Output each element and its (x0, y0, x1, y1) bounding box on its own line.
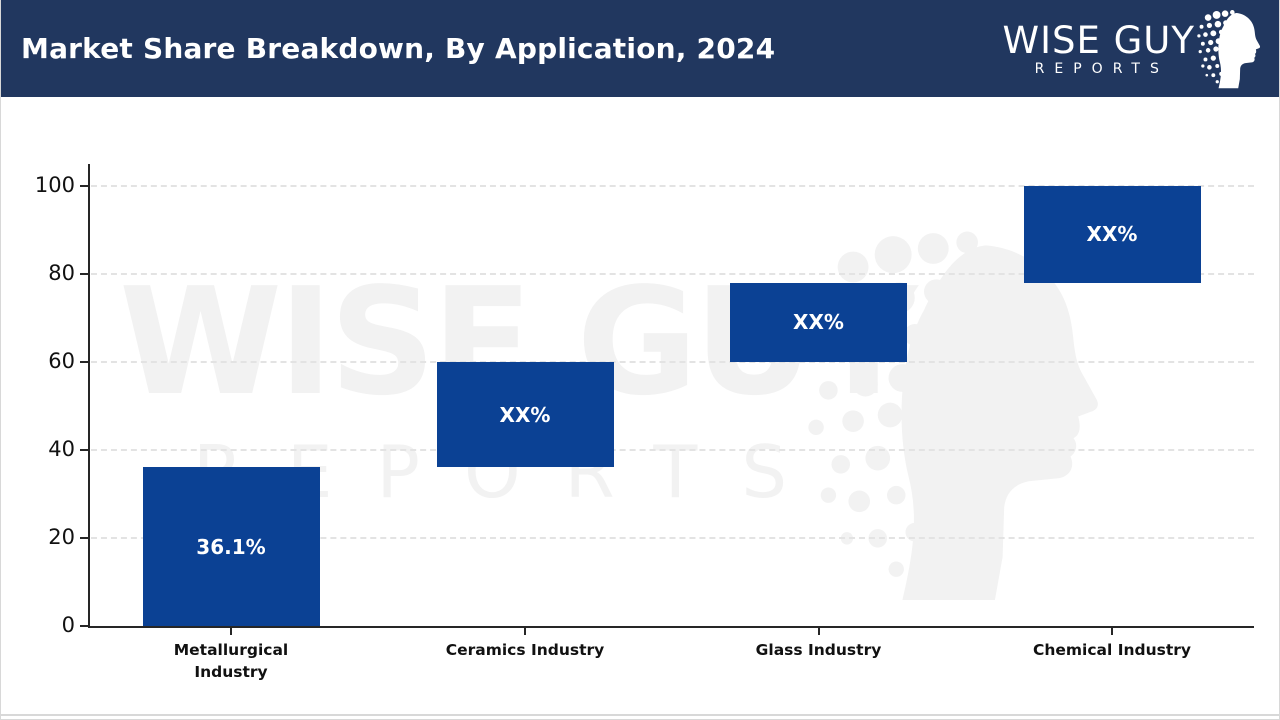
y-axis-tick-label: 40 (48, 437, 75, 461)
x-axis-category-label: Ceramics Industry (445, 641, 605, 659)
page-title: Market Share Breakdown, By Application, … (21, 32, 776, 65)
footer-divider (1, 714, 1279, 716)
y-axis-tick-label: 20 (48, 525, 75, 549)
y-tick-mark (80, 273, 88, 275)
y-tick-mark (80, 625, 88, 627)
y-axis-tick-label: 80 (48, 261, 75, 285)
x-tick-mark (817, 628, 820, 635)
y-axis-tick-label: 100 (34, 173, 75, 197)
bar-segment: 36.1% (142, 467, 320, 626)
bar-segment: XX% (730, 282, 907, 362)
gridline (91, 361, 1254, 363)
bar-value-label: XX% (499, 402, 551, 427)
x-axis-category-label: Glass Industry (755, 641, 882, 659)
gridline (91, 273, 1254, 275)
y-axis-tick-label: 60 (48, 349, 75, 373)
x-tick-mark (230, 628, 232, 635)
x-tick-mark (1111, 628, 1113, 635)
bar-value-label: XX% (1086, 222, 1138, 247)
x-axis-line (88, 626, 1254, 628)
y-tick-mark (80, 185, 88, 187)
logo-subtitle: REPORTS (1034, 60, 1169, 77)
y-axis-line (88, 164, 90, 628)
y-tick-mark (80, 361, 88, 363)
gridline (91, 449, 1254, 451)
x-tick-mark (524, 628, 526, 635)
brand-logo-text: WISE GUY REPORTS (1003, 22, 1195, 76)
bar-segment: XX% (1023, 186, 1201, 283)
y-tick-mark (80, 449, 88, 451)
logo-wordmark: WISE GUY (1002, 18, 1195, 62)
gridline (91, 185, 1254, 187)
header-bar: Market Share Breakdown, By Application, … (1, 0, 1279, 97)
bar-segment: XX% (436, 362, 614, 468)
brand-logo: WISE GUY REPORTS (1003, 7, 1267, 91)
gridline (91, 537, 1254, 539)
y-axis-tick-label: 0 (61, 613, 75, 637)
bar-value-label: XX% (793, 310, 844, 335)
y-tick-mark (80, 537, 88, 539)
x-axis-category-label: Chemical Industry (1032, 641, 1192, 659)
x-axis-category-label: Metallurgical Industry (173, 641, 289, 681)
bar-value-label: 36.1% (196, 534, 266, 559)
